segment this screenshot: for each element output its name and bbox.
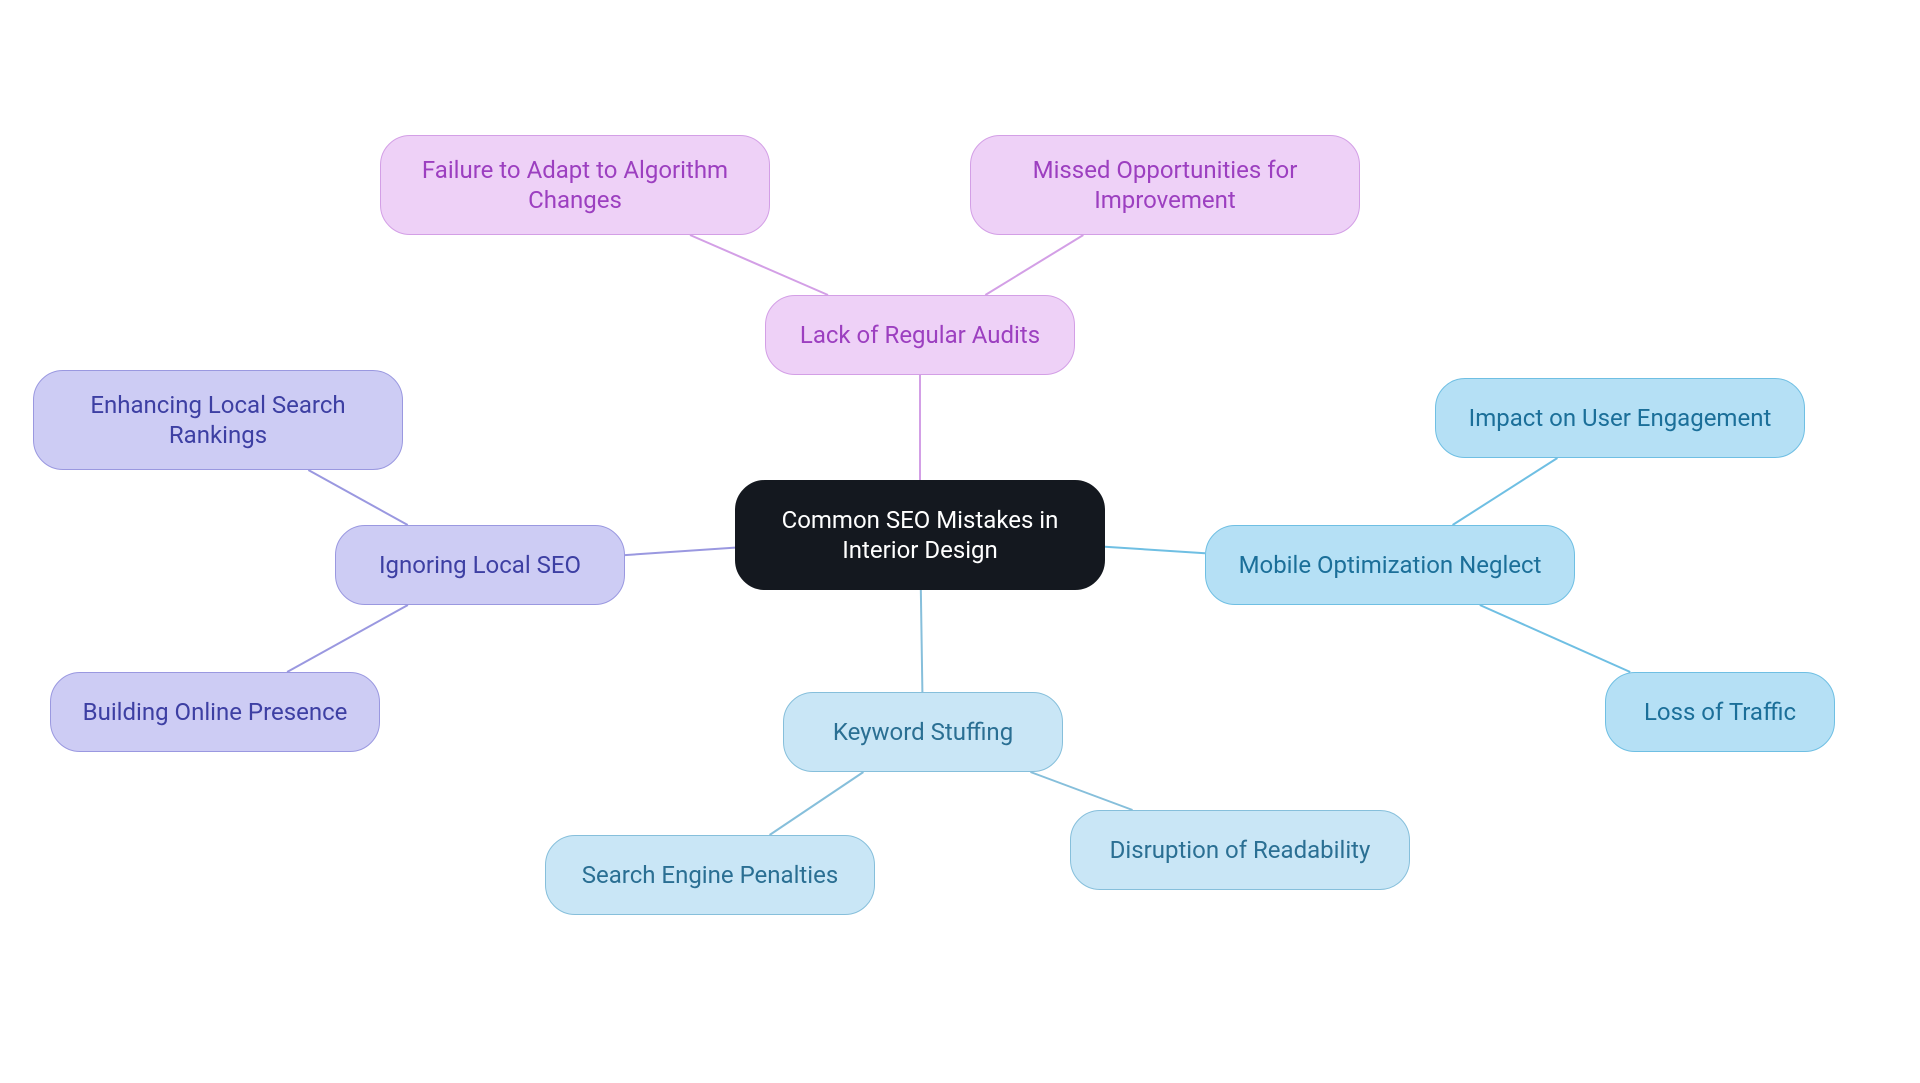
edge [1030, 772, 1132, 810]
node-label: Building Online Presence [83, 697, 348, 727]
node-label: Loss of Traffic [1644, 697, 1796, 727]
edge [921, 590, 923, 692]
edge [308, 470, 407, 525]
mindmap-node: Impact on User Engagement [1435, 378, 1805, 458]
mindmap-node: Search Engine Penalties [545, 835, 875, 915]
node-label: Search Engine Penalties [582, 860, 838, 890]
mindmap-node: Lack of Regular Audits [765, 295, 1075, 375]
edge [690, 235, 828, 295]
node-label: Mobile Optimization Neglect [1239, 550, 1542, 580]
node-label: Missed Opportunities for Improvement [999, 155, 1331, 215]
node-label: Keyword Stuffing [833, 717, 1013, 747]
mindmap-node: Missed Opportunities for Improvement [970, 135, 1360, 235]
node-label: Impact on User Engagement [1469, 403, 1772, 433]
mindmap-node: Ignoring Local SEO [335, 525, 625, 605]
mindmap-node: Mobile Optimization Neglect [1205, 525, 1575, 605]
mindmap-node: Failure to Adapt to Algorithm Changes [380, 135, 770, 235]
node-label: Failure to Adapt to Algorithm Changes [409, 155, 741, 215]
node-label: Ignoring Local SEO [379, 550, 581, 580]
node-label: Disruption of Readability [1110, 835, 1371, 865]
edge [287, 605, 408, 672]
root-node: Common SEO Mistakes in Interior Design [735, 480, 1105, 590]
edge [1105, 547, 1205, 553]
mindmap-node: Keyword Stuffing [783, 692, 1063, 772]
edge [985, 235, 1083, 295]
edge [1480, 605, 1630, 672]
mindmap-node: Disruption of Readability [1070, 810, 1410, 890]
edge [625, 548, 735, 556]
node-label: Common SEO Mistakes in Interior Design [764, 505, 1076, 565]
mindmap-node: Enhancing Local Search Rankings [33, 370, 403, 470]
mindmap-node: Loss of Traffic [1605, 672, 1835, 752]
edge [770, 772, 864, 835]
mindmap-node: Building Online Presence [50, 672, 380, 752]
mindmap-canvas: Common SEO Mistakes in Interior Design Mo… [0, 0, 1920, 1083]
node-label: Enhancing Local Search Rankings [62, 390, 374, 450]
edge [1453, 458, 1558, 525]
node-label: Lack of Regular Audits [800, 320, 1040, 350]
